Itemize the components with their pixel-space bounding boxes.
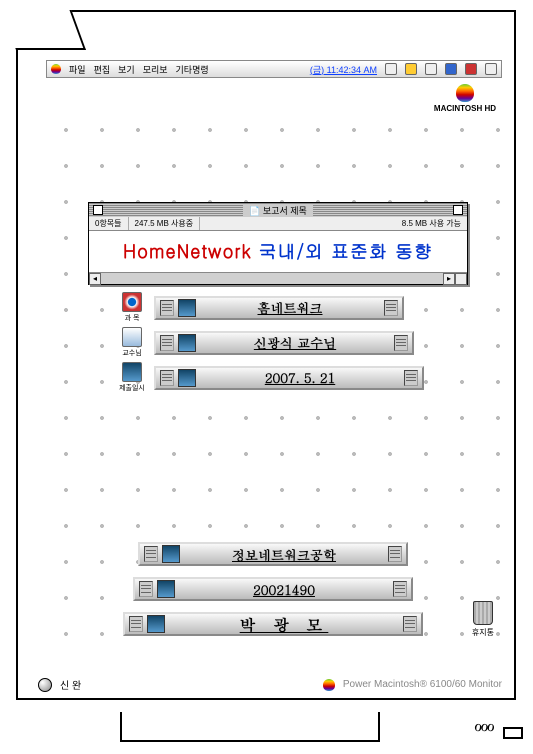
menu-item[interactable]: 보기 bbox=[118, 63, 135, 76]
bar-text: 신광식 교수님 bbox=[200, 333, 390, 352]
menu-item[interactable]: 모리보 bbox=[143, 63, 168, 76]
subject-icon[interactable]: 과 목 bbox=[118, 292, 146, 323]
apple-logo-icon bbox=[323, 679, 335, 691]
trash-icon[interactable]: 휴지통 bbox=[472, 601, 494, 638]
apple-menu-icon[interactable] bbox=[51, 64, 61, 74]
info-row-date: 제출일시 2007. 5. 21 bbox=[118, 362, 424, 393]
monitor-frame: 파일 편집 보기 모리보 기타명령 (금) 11:42:34 AM MACINT… bbox=[16, 10, 516, 700]
bar-cap-left bbox=[129, 616, 143, 632]
icon-label: 과 목 bbox=[118, 313, 146, 323]
title-blue: 국내/외 표준화 동향 bbox=[259, 239, 434, 264]
trash-label: 휴지통 bbox=[472, 627, 494, 638]
info-bar[interactable]: 홈네트워크 bbox=[154, 296, 404, 320]
bar-icon bbox=[178, 369, 196, 387]
info-row-name: 박 광 모 bbox=[123, 612, 423, 636]
doc-icon bbox=[122, 327, 142, 347]
status-free: 8.5 MB 사용 가능 bbox=[396, 217, 467, 230]
window-status-bar: 0항목들 247.5 MB 사용중 8.5 MB 사용 가능 bbox=[89, 217, 467, 231]
cable-icon: ℴℴℴ bbox=[474, 715, 493, 736]
info-row-id: 20021490 bbox=[133, 577, 413, 601]
info-bar[interactable]: 신광식 교수님 bbox=[154, 331, 414, 355]
bar-cap-right bbox=[394, 335, 408, 351]
bar-cap-left bbox=[144, 546, 158, 562]
info-bar[interactable]: 2007. 5. 21 bbox=[154, 366, 424, 390]
scroll-right-arrow[interactable]: ▸ bbox=[443, 273, 455, 285]
icon-label: 교수님 bbox=[118, 348, 146, 358]
bar-cap-right bbox=[393, 581, 407, 597]
bar-icon bbox=[178, 334, 196, 352]
bar-cap-left bbox=[160, 335, 174, 351]
window-titlebar[interactable]: 📄 보고서 제목 bbox=[89, 203, 467, 217]
bar-cap-right bbox=[388, 546, 402, 562]
monitor-footer: 신 완 Power Macintosh® 6100/60 Monitor bbox=[38, 677, 502, 692]
info-row-dept: 정보네트워크공학 bbox=[138, 542, 408, 566]
bar-text: 박 광 모 bbox=[169, 613, 399, 636]
net-icon bbox=[122, 362, 142, 382]
monitor-model: Power Macintosh® 6100/60 Monitor bbox=[343, 679, 502, 690]
bar-cap-right bbox=[384, 300, 398, 316]
professor-icon[interactable]: 교수님 bbox=[118, 327, 146, 358]
date-icon[interactable]: 제출일시 bbox=[118, 362, 146, 393]
tray-icon[interactable] bbox=[385, 63, 397, 75]
info-row-professor: 교수님 신광식 교수님 bbox=[118, 327, 414, 358]
info-bar[interactable]: 20021490 bbox=[133, 577, 413, 601]
scroll-left-arrow[interactable]: ◂ bbox=[89, 273, 101, 285]
report-body: HomeNetwork 국내/외 표준화 동향 bbox=[89, 231, 467, 272]
menubar: 파일 편집 보기 모리보 기타명령 (금) 11:42:34 AM bbox=[46, 60, 502, 78]
menu-item[interactable]: 편집 bbox=[94, 63, 111, 76]
apple-logo-icon bbox=[456, 84, 474, 102]
hd-icon[interactable]: MACINTOSH HD bbox=[434, 84, 496, 113]
info-bar[interactable]: 박 광 모 bbox=[123, 612, 423, 636]
tray-icon[interactable] bbox=[425, 63, 437, 75]
bar-cap-right bbox=[404, 370, 418, 386]
power-button[interactable] bbox=[38, 678, 52, 692]
scrollbar-horizontal[interactable]: ◂ ▸ bbox=[89, 272, 467, 284]
monitor-stand bbox=[120, 712, 380, 742]
bar-text: 정보네트워크공학 bbox=[184, 545, 384, 564]
bar-cap-right bbox=[403, 616, 417, 632]
bar-icon bbox=[178, 299, 196, 317]
info-bar[interactable]: 정보네트워크공학 bbox=[138, 542, 408, 566]
tray-icon[interactable] bbox=[465, 63, 477, 75]
bar-icon bbox=[147, 615, 165, 633]
monitor-notch bbox=[1, 10, 86, 50]
bar-text: 홈네트워크 bbox=[200, 298, 380, 317]
zoom-box[interactable] bbox=[453, 205, 463, 215]
grow-box[interactable] bbox=[455, 273, 467, 285]
title-red: HomeNetwork bbox=[123, 239, 252, 264]
report-window: 📄 보고서 제목 0항목들 247.5 MB 사용중 8.5 MB 사용 가능 … bbox=[88, 202, 468, 285]
bar-icon bbox=[157, 580, 175, 598]
menu-item[interactable]: 기타명령 bbox=[176, 63, 209, 76]
menubar-clock[interactable]: (금) 11:42:34 AM bbox=[310, 63, 377, 76]
plug-icon bbox=[503, 727, 523, 739]
bar-cap-left bbox=[160, 300, 174, 316]
info-row-subject: 과 목 홈네트워크 bbox=[118, 292, 404, 323]
tray-icon[interactable] bbox=[485, 63, 497, 75]
menu-item[interactable]: 파일 bbox=[69, 63, 86, 76]
tray-icon[interactable] bbox=[405, 63, 417, 75]
eye-icon bbox=[122, 292, 142, 312]
bar-text: 2007. 5. 21 bbox=[200, 368, 400, 387]
tray-icon[interactable] bbox=[445, 63, 457, 75]
icon-label: 제출일시 bbox=[118, 383, 146, 393]
footer-label: 신 완 bbox=[60, 677, 81, 692]
bar-cap-left bbox=[160, 370, 174, 386]
bar-icon bbox=[162, 545, 180, 563]
bar-text: 20021490 bbox=[179, 580, 389, 599]
window-title: 📄 보고서 제목 bbox=[243, 204, 313, 217]
trash-can-icon bbox=[473, 601, 493, 625]
close-box[interactable] bbox=[93, 205, 103, 215]
status-used: 247.5 MB 사용중 bbox=[129, 217, 201, 230]
bar-cap-left bbox=[139, 581, 153, 597]
status-items: 0항목들 bbox=[89, 217, 129, 230]
